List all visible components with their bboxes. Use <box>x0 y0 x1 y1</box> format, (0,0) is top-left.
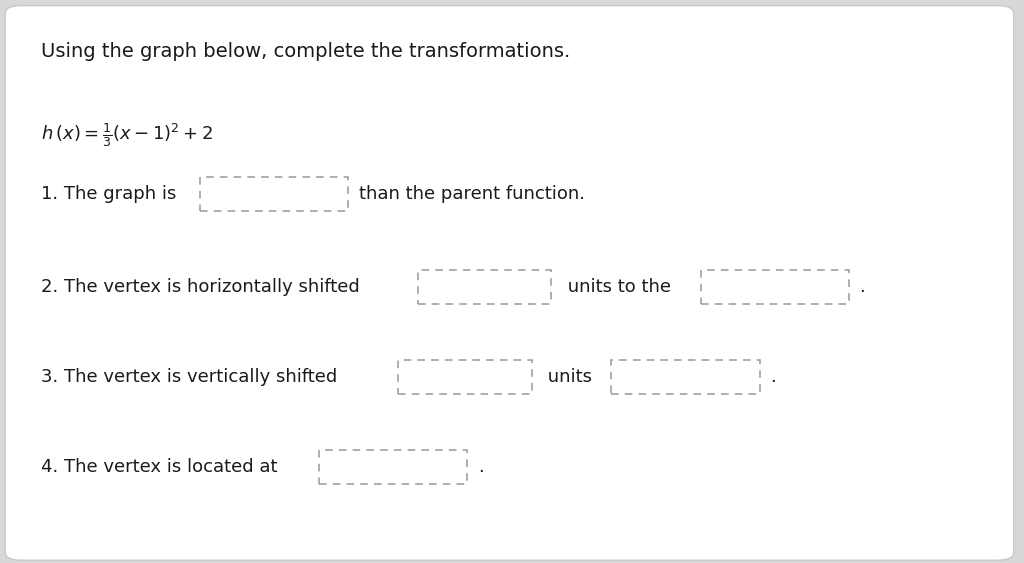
Bar <box>611 360 760 394</box>
Text: Using the graph below, complete the transformations.: Using the graph below, complete the tran… <box>41 42 570 61</box>
Text: .: . <box>770 368 776 386</box>
Bar <box>398 360 531 394</box>
Bar <box>200 177 348 211</box>
Text: 3. The vertex is vertically shifted: 3. The vertex is vertically shifted <box>41 368 343 386</box>
Text: $h\,(x) = \frac{1}{3}(x - 1)^2 + 2$: $h\,(x) = \frac{1}{3}(x - 1)^2 + 2$ <box>41 121 213 149</box>
Text: 2. The vertex is horizontally shifted: 2. The vertex is horizontally shifted <box>41 278 366 296</box>
Text: .: . <box>478 458 483 476</box>
Text: units: units <box>542 368 598 386</box>
Bar <box>319 450 468 484</box>
Bar <box>419 270 552 304</box>
Bar <box>700 270 849 304</box>
Text: 4. The vertex is located at: 4. The vertex is located at <box>41 458 284 476</box>
FancyBboxPatch shape <box>5 6 1014 560</box>
Text: units to the: units to the <box>562 278 677 296</box>
Text: than the parent function.: than the parent function. <box>358 185 585 203</box>
Text: .: . <box>859 278 865 296</box>
Text: 1. The graph is: 1. The graph is <box>41 185 182 203</box>
